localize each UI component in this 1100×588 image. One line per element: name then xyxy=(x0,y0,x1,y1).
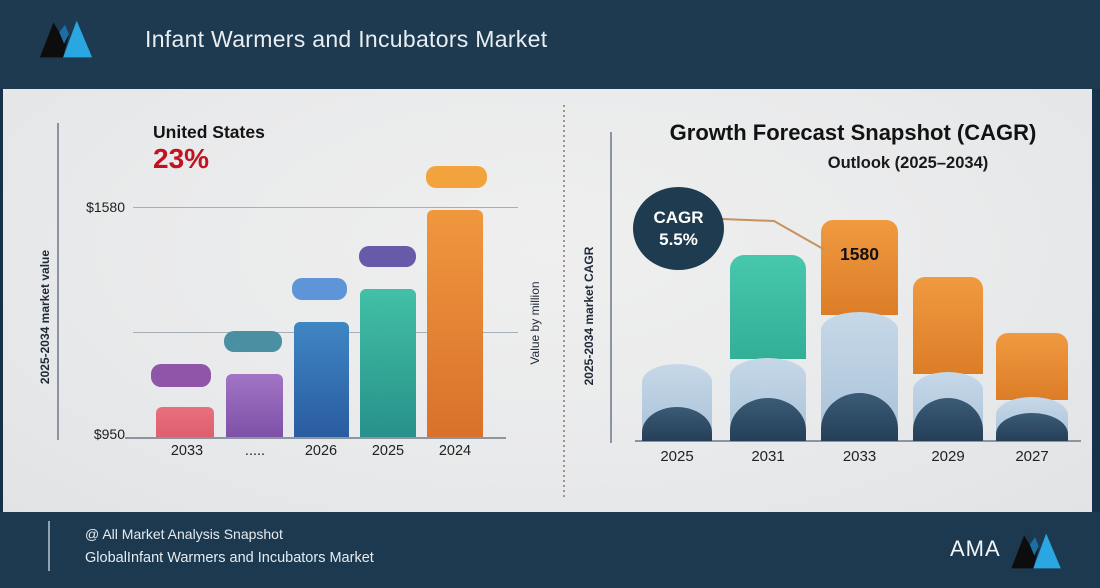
ama-mountains-icon xyxy=(1011,533,1061,569)
x-label-2024: 2024 xyxy=(438,443,472,459)
stacked-bar-2033-orange xyxy=(821,220,898,315)
x-label-2027: 2027 xyxy=(1015,448,1049,465)
x-label-2025: 2025 xyxy=(660,448,694,465)
header-bar: Infant Warmers and Incubators Market xyxy=(0,0,1100,89)
footer-bar: @ All Market Analysis Snapshot GlobalInf… xyxy=(0,512,1100,588)
x-label-2025: 2025 xyxy=(371,443,405,459)
stacked-bar-2025-dome xyxy=(642,407,712,441)
page-title: Infant Warmers and Incubators Market xyxy=(145,26,548,52)
cagr-badge: CAGR 5.5% xyxy=(633,187,724,270)
x-label-.....: ..... xyxy=(244,443,266,459)
footer-divider-line xyxy=(48,521,50,571)
footer-brand-text: AMA xyxy=(950,536,1001,561)
x-label-2033: 2033 xyxy=(842,448,877,465)
bar-value-annotation: 1580 xyxy=(840,244,879,264)
right-chart-title: Growth Forecast Snapshot (CAGR) xyxy=(669,120,1037,145)
left-chart-heading: United States xyxy=(153,122,265,142)
cagr-badge-label: CAGR xyxy=(653,208,704,228)
left-chart-y-axis-label: 2025-2034 market value xyxy=(38,249,52,385)
bar-2033 xyxy=(156,407,214,437)
right-chart-x-axis xyxy=(635,440,1081,442)
x-label-2029: 2029 xyxy=(931,448,965,465)
x-label-2031: 2031 xyxy=(751,448,785,465)
right-chart-subtitle: Outlook (2025–2034) xyxy=(827,154,989,172)
gridline-top xyxy=(133,207,518,208)
bar-cap-..... xyxy=(224,331,282,352)
bar-..... xyxy=(226,374,283,437)
y-tick-950: $950 xyxy=(93,426,125,442)
infographic-body: 2025-2034 market value United States 23%… xyxy=(3,89,1092,512)
bar-cap-2024 xyxy=(426,166,487,188)
footer-source-text: @ All Market Analysis Snapshot xyxy=(85,526,283,542)
x-label-2026: 2026 xyxy=(304,443,338,459)
left-chart-right-axis-label: Value by million xyxy=(528,281,542,365)
bar-2024 xyxy=(427,210,483,437)
stacked-bar-2027-dome xyxy=(996,413,1068,441)
stacked-bar-2027-orange xyxy=(996,333,1068,400)
left-chart-highlight-value: 23% xyxy=(153,143,210,174)
stacked-bar-2029-orange xyxy=(913,277,983,374)
stacked-bar-2031-teal xyxy=(730,255,806,359)
right-chart-y-axis-label: 2025-2034 market CAGR xyxy=(582,246,596,386)
left-chart-x-axis xyxy=(125,437,506,439)
cagr-badge-value: 5.5% xyxy=(659,229,698,249)
panel-divider xyxy=(563,105,565,497)
bar-2025 xyxy=(360,289,416,437)
bar-cap-2025 xyxy=(359,246,416,267)
bar-2026 xyxy=(294,322,349,437)
ama-mountains-icon xyxy=(39,20,93,58)
bar-cap-2033 xyxy=(151,364,211,387)
footer-report-text: GlobalInfant Warmers and Incubators Mark… xyxy=(85,550,374,566)
x-label-2033: 2033 xyxy=(170,443,204,459)
y-tick-1580: $1580 xyxy=(86,199,125,215)
right-chart-y-axis xyxy=(610,132,612,443)
bar-cap-2026 xyxy=(292,278,347,300)
left-chart-y-axis xyxy=(57,123,59,440)
